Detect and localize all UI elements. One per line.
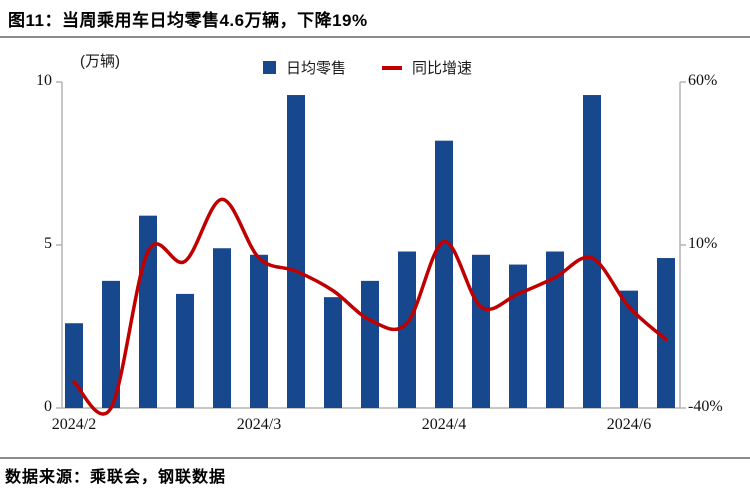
x-axis-tick-label: 2024/3: [236, 416, 282, 433]
bar-week-5: [213, 248, 231, 408]
bar-week-2: [102, 280, 120, 408]
x-axis-tick-label: 2024/2: [51, 416, 97, 433]
bar-week-8: [324, 297, 342, 408]
bar-week-4: [176, 293, 194, 408]
bar-week-1: [65, 323, 83, 408]
bar-week-13: [509, 264, 527, 408]
chart-title: 图11：当周乘用车日均零售4.6万辆，下降19%: [8, 11, 368, 30]
legend: 日均零售 同比增速: [263, 57, 472, 78]
bar-week-11: [435, 140, 453, 408]
title-separator: [0, 36, 750, 38]
bar-week-12: [472, 254, 490, 408]
bar-week-14: [546, 251, 564, 408]
bar-week-7: [287, 95, 305, 408]
right-axis-tick-label: -40%: [688, 398, 723, 415]
data-source-note: 数据来源：乘联会，钢联数据: [5, 469, 227, 486]
left-axis-tick-label: 5: [44, 235, 52, 252]
bar-week-16: [620, 290, 638, 408]
legend-line-swatch: [382, 65, 403, 70]
left-axis-tick-label: 0: [44, 398, 52, 415]
left-axis-unit-label: (万辆): [80, 53, 120, 70]
right-axis-tick-label: 10%: [688, 235, 718, 252]
legend-bar-label: 日均零售: [286, 60, 347, 77]
left-axis-tick-label: 10: [36, 72, 52, 89]
footer-separator: [0, 457, 750, 459]
right-axis-tick-label: 60%: [688, 72, 718, 89]
yoy-growth-line: [72, 197, 668, 416]
bar-week-6: [250, 254, 268, 408]
bar-week-9: [361, 280, 379, 408]
legend-bar-swatch: [263, 61, 276, 74]
bar-week-15: [583, 95, 601, 408]
x-axis-tick-label: 2024/4: [421, 416, 467, 433]
legend-line-label: 同比增速: [412, 60, 473, 77]
bar-week-10: [398, 251, 416, 408]
bar-week-17: [657, 258, 675, 408]
x-axis-tick-label: 2024/6: [606, 416, 652, 433]
